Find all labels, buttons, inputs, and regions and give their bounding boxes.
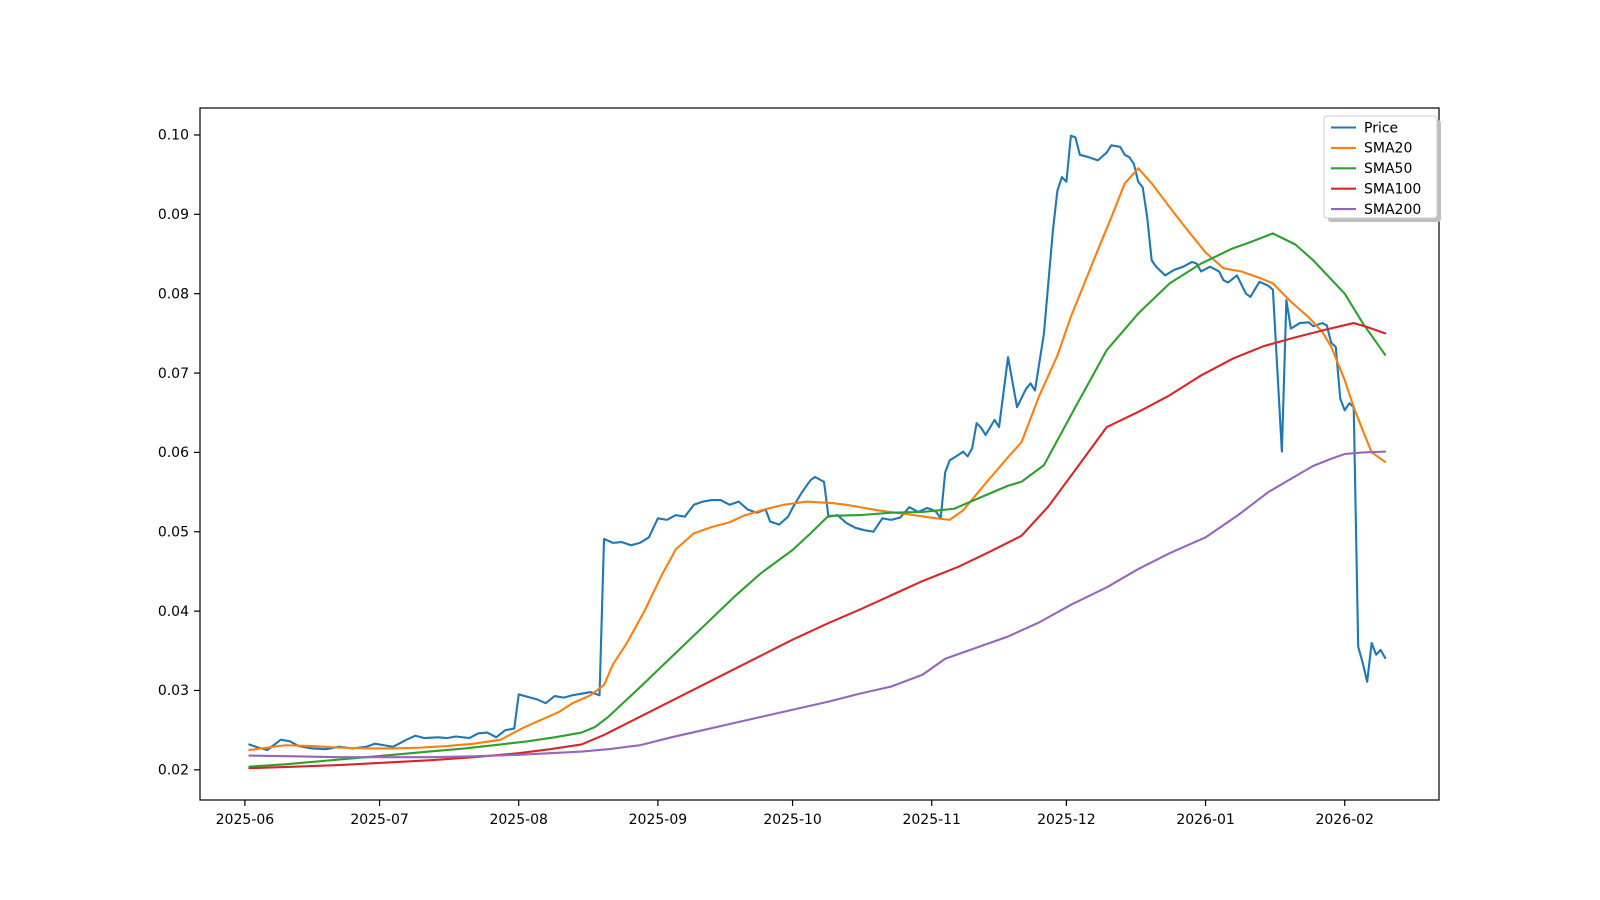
sma100-line bbox=[248, 322, 1387, 770]
legend-label-sma20: SMA20 bbox=[1364, 141, 1412, 157]
legend-box bbox=[1323, 115, 1438, 219]
legend-label-sma50: SMA50 bbox=[1364, 161, 1412, 177]
x-tick-label: 2025-07 bbox=[350, 812, 409, 828]
sma50-line bbox=[248, 232, 1387, 768]
legend-item-sma100: SMA100 bbox=[1331, 181, 1421, 197]
legend: Price SMA20 SMA50 SMA100 SMA200 bbox=[1323, 115, 1441, 222]
y-tick-label: 0.02 bbox=[158, 763, 189, 779]
x-tick-label: 2026-02 bbox=[1315, 812, 1374, 828]
x-tick-label: 2025-10 bbox=[763, 812, 822, 828]
y-tick-label: 0.06 bbox=[158, 445, 189, 461]
sma200-line bbox=[248, 450, 1387, 759]
x-tick-label: 2025-11 bbox=[902, 812, 961, 828]
y-tick-label: 0.04 bbox=[158, 604, 189, 620]
legend-item-sma20: SMA20 bbox=[1331, 141, 1412, 157]
x-tick-label: 2025-12 bbox=[1037, 812, 1096, 828]
x-axis: 2025-06 2025-07 2025-08 2025-09 2025-10 2025-… bbox=[216, 800, 1374, 828]
y-tick-label: 0.05 bbox=[158, 525, 189, 541]
legend-item-price: Price bbox=[1331, 120, 1398, 136]
legend-label-sma200: SMA200 bbox=[1364, 202, 1421, 218]
y-axis: 0.02 0.03 0.04 0.05 0.06 0.07 0.08 0.09 0.10 bbox=[158, 128, 200, 779]
plot-area bbox=[199, 107, 1440, 801]
x-tick-label: 2025-06 bbox=[216, 812, 275, 828]
series-lines bbox=[248, 134, 1387, 770]
y-tick-label: 0.08 bbox=[158, 286, 189, 302]
y-tick-label: 0.07 bbox=[158, 366, 189, 382]
y-tick-label: 0.03 bbox=[158, 683, 189, 699]
x-tick-label: 2025-08 bbox=[489, 812, 548, 828]
x-tick-label: 2026-01 bbox=[1176, 812, 1235, 828]
axes-frame bbox=[199, 107, 1440, 801]
y-tick-label: 0.09 bbox=[158, 207, 189, 223]
x-tick-label: 2025-09 bbox=[629, 812, 688, 828]
legend-label-price: Price bbox=[1364, 120, 1398, 136]
legend-item-sma50: SMA50 bbox=[1331, 161, 1412, 177]
legend-label-sma100: SMA100 bbox=[1364, 181, 1421, 197]
y-tick-label: 0.10 bbox=[158, 128, 189, 144]
legend-item-sma200: SMA200 bbox=[1331, 202, 1421, 218]
